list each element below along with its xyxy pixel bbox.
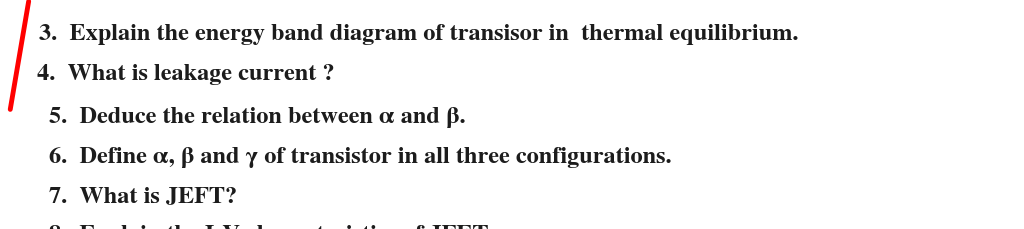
Text: 7.  What is JEFT?: 7. What is JEFT? xyxy=(49,185,238,206)
Text: 6.  Define α, β and γ of transistor in all three configurations.: 6. Define α, β and γ of transistor in al… xyxy=(49,147,672,168)
Text: 4.  What is leakage current ?: 4. What is leakage current ? xyxy=(37,64,335,85)
Text: 8.  Explain the I-V characteristics of JFET.: 8. Explain the I-V characteristics of JF… xyxy=(49,224,495,229)
Text: 3.  Explain the energy band diagram of transisor in  thermal equilibrium.: 3. Explain the energy band diagram of tr… xyxy=(39,24,799,45)
Text: 5.  Deduce the relation between α and β.: 5. Deduce the relation between α and β. xyxy=(49,106,466,127)
